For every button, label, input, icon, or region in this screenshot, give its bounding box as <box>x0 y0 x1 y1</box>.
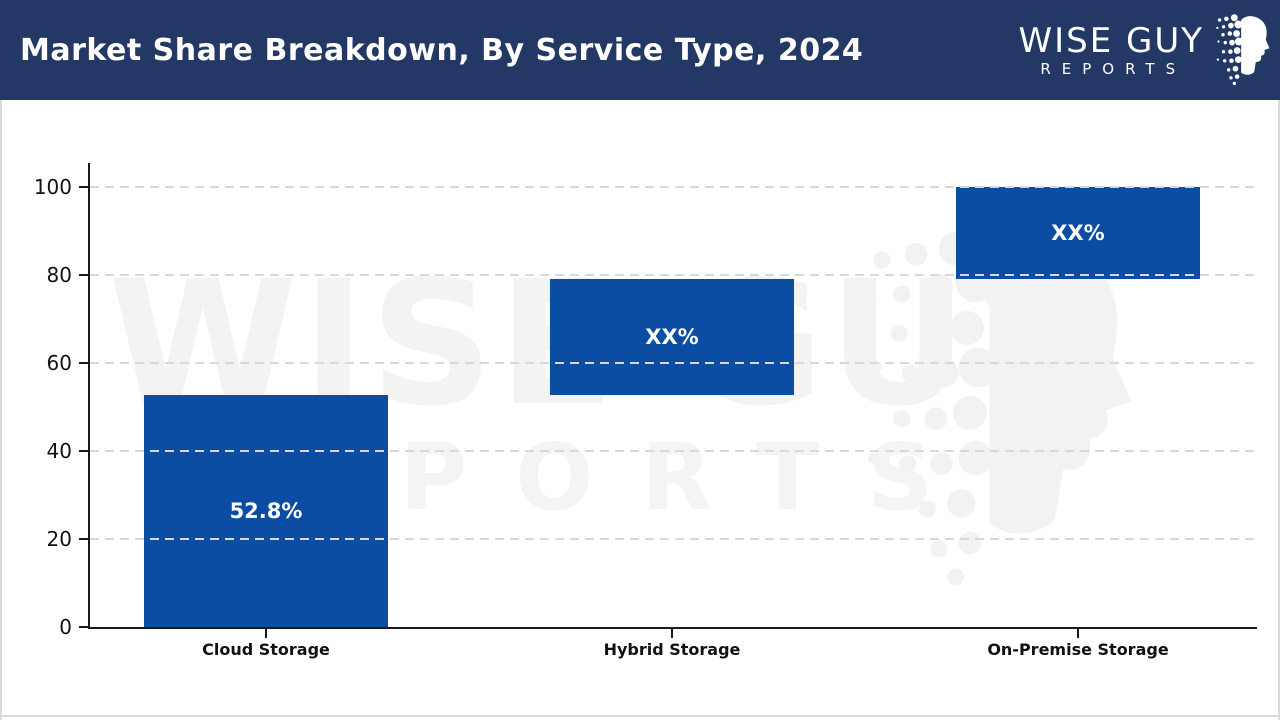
logo-reports-text: REPORTS <box>1040 59 1187 78</box>
gridline-100 <box>90 186 1255 188</box>
y-tick-100 <box>79 186 88 188</box>
gridline-80 <box>90 274 1255 276</box>
y-tick-label-40: 40 <box>46 439 72 463</box>
y-tick-label-20: 20 <box>46 527 72 551</box>
x-axis-label-cloud-storage: Cloud Storage <box>202 640 330 659</box>
brand-logo-text: WISE GUY REPORTS <box>1018 24 1204 77</box>
logo-face-icon <box>1216 14 1270 86</box>
bar-cloud-storage <box>144 394 388 627</box>
logo-wiseguy-text: WISE GUY <box>1018 20 1204 61</box>
y-tick-0 <box>79 626 88 628</box>
y-axis-spine <box>88 163 90 629</box>
x-axis-label-on-premise-storage: On-Premise Storage <box>987 640 1169 659</box>
brand-logo: WISE GUY REPORTS <box>1018 11 1274 89</box>
chart-area: WISE GUY REPORTS 0 20 40 60 80 100 52.8% Cloud … <box>0 100 1280 720</box>
y-tick-60 <box>79 362 88 364</box>
y-tick-80 <box>79 274 88 276</box>
y-tick-label-80: 80 <box>46 263 72 287</box>
figure-bottom-border <box>2 715 1278 717</box>
header: Market Share Breakdown, By Service Type,… <box>0 0 1280 100</box>
bar-value-label-hybrid-storage: XX% <box>645 324 699 349</box>
gridline-40 <box>90 450 1255 452</box>
y-tick-label-60: 60 <box>46 351 72 375</box>
bar-value-label-cloud-storage: 52.8% <box>229 498 303 523</box>
bar-value-label-on-premise-storage: XX% <box>1051 220 1105 245</box>
page-title: Market Share Breakdown, By Service Type,… <box>20 32 864 68</box>
gridline-20 <box>90 538 1255 540</box>
x-tick-cloud-storage <box>265 629 267 638</box>
y-tick-40 <box>79 450 88 452</box>
x-axis-label-hybrid-storage: Hybrid Storage <box>603 640 741 659</box>
y-tick-label-100: 100 <box>33 175 72 199</box>
y-tick-label-0: 0 <box>59 615 72 639</box>
x-tick-hybrid-storage <box>671 629 673 638</box>
x-axis-spine <box>88 627 1257 629</box>
bar-hybrid-storage <box>550 278 794 395</box>
gridline-60 <box>90 362 1255 364</box>
x-tick-on-premise-storage <box>1077 629 1079 638</box>
y-tick-20 <box>79 538 88 540</box>
bar-on-premise-storage <box>956 187 1200 279</box>
